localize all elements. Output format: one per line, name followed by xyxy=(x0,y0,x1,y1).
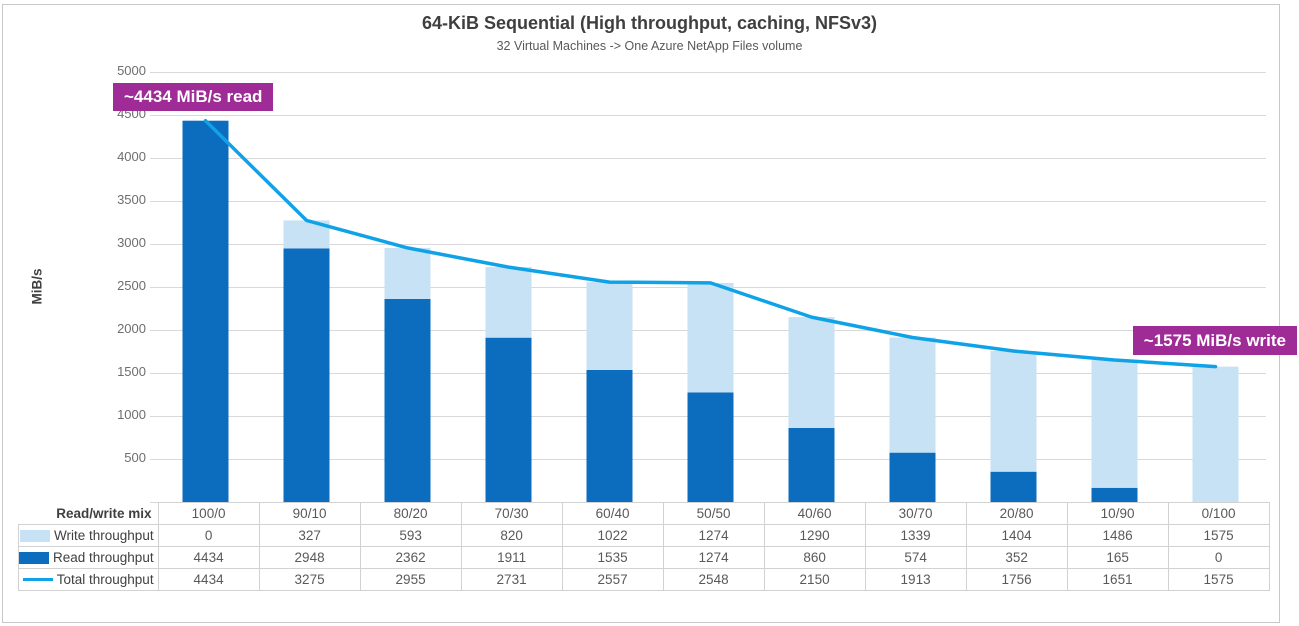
write-throughput-value-cell: 1339 xyxy=(864,524,967,547)
write-throughput-bar-50/50 xyxy=(687,282,734,393)
table-row-total-throughput: Total throughput 4434 3275 2955 2731 2557 2548… xyxy=(18,568,1270,591)
y-axis-tick-label: 1500 xyxy=(117,364,146,379)
write-throughput-value-cell: 1404 xyxy=(965,524,1068,547)
write-throughput-bar-80/20 xyxy=(384,247,431,299)
y-axis-tick-label: 2000 xyxy=(117,321,146,336)
legend-swatch-total-throughput xyxy=(22,578,53,581)
read-throughput-value-cell: 352 xyxy=(965,546,1068,569)
total-throughput-line xyxy=(203,118,1218,369)
mix-header-cell: 50/50 xyxy=(662,502,765,525)
write-throughput-bar-20/80 xyxy=(990,351,1037,472)
y-axis-title: MiB/s xyxy=(29,268,45,305)
total-throughput-value-cell: 2557 xyxy=(561,568,664,591)
read-throughput-bar-10/90 xyxy=(1091,487,1138,502)
legend-label: Write throughput xyxy=(54,528,154,543)
mix-header-cell: 60/40 xyxy=(561,502,664,525)
total-throughput-value-cell: 1756 xyxy=(965,568,1068,591)
table-row-read-throughput: Read throughput 4434 2948 2362 1911 1535 1274 8… xyxy=(18,546,1270,569)
total-throughput-value-cell: 2548 xyxy=(662,568,765,591)
read-throughput-value-cell: 1911 xyxy=(460,546,563,569)
read-throughput-bar-40/60 xyxy=(788,428,835,502)
total-throughput-value-cell: 3275 xyxy=(258,568,361,591)
write-throughput-bar-60/40 xyxy=(586,282,633,370)
y-axis-tick-label: 2500 xyxy=(117,278,146,293)
legend-swatch-write-throughput xyxy=(20,529,51,542)
total-throughput-value-cell: 2150 xyxy=(763,568,866,591)
write-throughput-value-cell: 0 xyxy=(157,524,260,547)
y-axis-tick-label: 5000 xyxy=(117,63,146,78)
write-throughput-value-cell: 1290 xyxy=(763,524,866,547)
write-throughput-value-cell: 327 xyxy=(258,524,361,547)
mix-header-cell: 20/80 xyxy=(965,502,1068,525)
mix-header-cell: 30/70 xyxy=(864,502,967,525)
legend-cell-read-throughput: Read throughput xyxy=(18,546,159,569)
mix-header-cell: 100/0 xyxy=(157,502,260,525)
read-throughput-bar-100/0 xyxy=(182,120,229,502)
read-throughput-bar-20/80 xyxy=(990,471,1037,502)
read-throughput-callout: ~4434 MiB/s read xyxy=(113,83,274,111)
mix-header-cell: 10/90 xyxy=(1066,502,1169,525)
mix-header-cell: 40/60 xyxy=(763,502,866,525)
read-throughput-value-cell: 1274 xyxy=(662,546,765,569)
y-axis-tick-label: 3500 xyxy=(117,192,146,207)
total-throughput-value-cell: 1913 xyxy=(864,568,967,591)
read-throughput-bar-80/20 xyxy=(384,298,431,502)
write-throughput-bar-0/100 xyxy=(1192,366,1239,502)
write-throughput-bar-70/30 xyxy=(485,267,532,338)
read-throughput-value-cell: 2362 xyxy=(359,546,462,569)
read-throughput-value-cell: 0 xyxy=(1167,546,1270,569)
read-throughput-value-cell: 1535 xyxy=(561,546,664,569)
total-throughput-value-cell: 4434 xyxy=(157,568,260,591)
read-throughput-bar-60/40 xyxy=(586,370,633,502)
total-throughput-value-cell: 2731 xyxy=(460,568,563,591)
write-throughput-value-cell: 1274 xyxy=(662,524,765,547)
read-throughput-bar-90/10 xyxy=(283,248,330,502)
read-throughput-bar-50/50 xyxy=(687,392,734,502)
chart-subtitle: 32 Virtual Machines -> One Azure NetApp … xyxy=(496,39,803,53)
legend-label: Total throughput xyxy=(56,572,154,587)
write-throughput-callout: ~1575 MiB/s write xyxy=(1132,326,1297,355)
legend-cell-total-throughput: Total throughput xyxy=(18,568,159,591)
write-throughput-bar-10/90 xyxy=(1091,360,1138,488)
legend-swatch-read-throughput xyxy=(19,551,49,564)
legend-cell-write-throughput: Write throughput xyxy=(18,524,159,547)
table-row-write-throughput: Write throughput 0 327 593 820 1022 1274 1290 13… xyxy=(18,524,1270,547)
read-throughput-value-cell: 860 xyxy=(763,546,866,569)
y-axis-tick-label: 1000 xyxy=(117,407,146,422)
legend-label: Read throughput xyxy=(53,550,154,565)
y-axis-tick-label: 4000 xyxy=(117,149,146,164)
total-throughput-value-cell: 1651 xyxy=(1066,568,1169,591)
read-throughput-bar-70/30 xyxy=(485,337,532,502)
write-throughput-value-cell: 1575 xyxy=(1167,524,1270,547)
write-throughput-bar-30/70 xyxy=(889,337,936,453)
read-throughput-value-cell: 165 xyxy=(1066,546,1169,569)
write-throughput-value-cell: 1022 xyxy=(561,524,664,547)
read-throughput-value-cell: 2948 xyxy=(258,546,361,569)
write-throughput-value-cell: 820 xyxy=(460,524,563,547)
y-axis-tick-label: 500 xyxy=(124,450,146,465)
write-throughput-value-cell: 1486 xyxy=(1066,524,1169,547)
total-throughput-value-cell: 2955 xyxy=(359,568,462,591)
total-throughput-value-cell: 1575 xyxy=(1167,568,1270,591)
read-throughput-value-cell: 4434 xyxy=(157,546,260,569)
mix-header-cell: 80/20 xyxy=(359,502,462,525)
read-throughput-value-cell: 574 xyxy=(864,546,967,569)
y-axis-tick-label: 3000 xyxy=(117,235,146,250)
write-throughput-bar-40/60 xyxy=(788,317,835,428)
throughput-table: Read/write mix 100/0 90/10 80/20 70/30 60/40 5… xyxy=(18,502,1270,591)
table-row-header-mix: Read/write mix xyxy=(18,502,159,525)
mix-header-cell: 90/10 xyxy=(258,502,361,525)
mix-header-cell: 70/30 xyxy=(460,502,563,525)
write-throughput-value-cell: 593 xyxy=(359,524,462,547)
chart-title: 64-KiB Sequential (High throughput, cach… xyxy=(421,13,878,33)
read-throughput-bar-30/70 xyxy=(889,452,936,502)
mix-header-cell: 0/100 xyxy=(1167,502,1270,525)
